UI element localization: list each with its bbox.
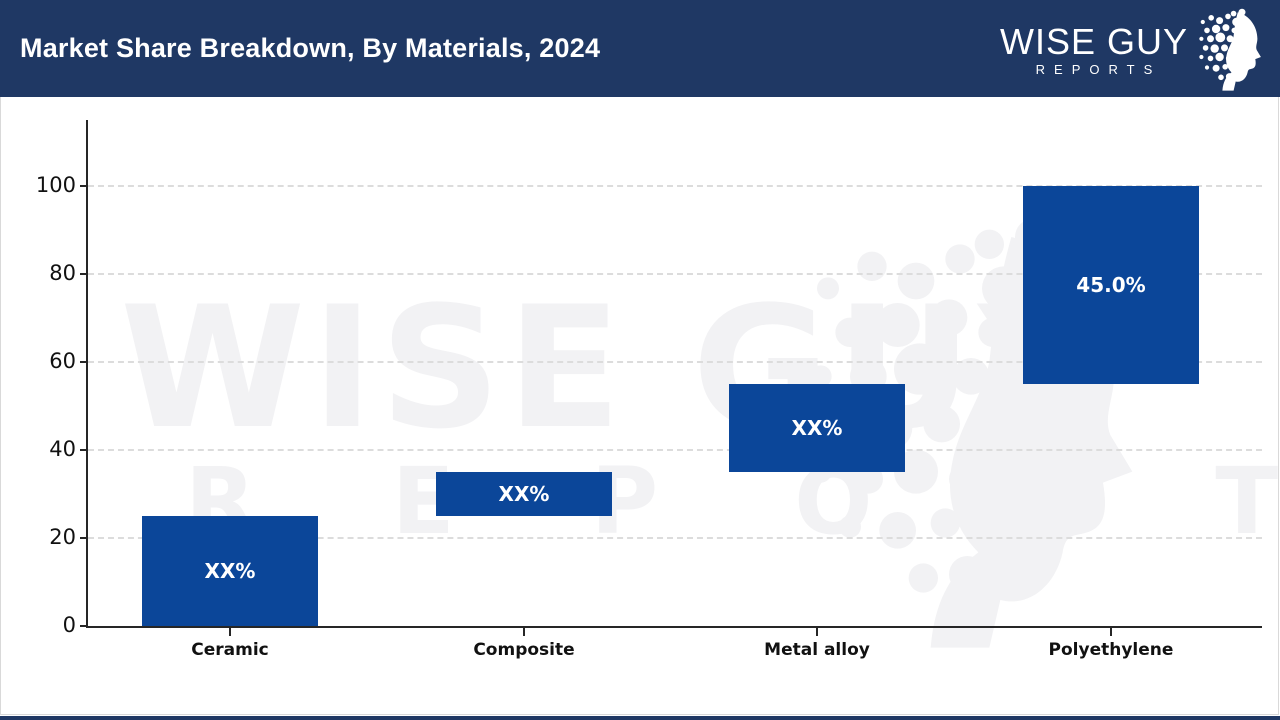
bar-composite: XX% (436, 472, 612, 516)
y-tick-label: 80 (49, 261, 76, 285)
x-axis-tick (229, 628, 231, 636)
gridline (88, 361, 1262, 363)
y-tick-label: 100 (35, 173, 76, 197)
bar-polyethylene: 45.0% (1023, 186, 1199, 384)
bar-value-label: 45.0% (1076, 273, 1146, 297)
y-axis-tick (80, 185, 88, 187)
y-axis-tick (80, 361, 88, 363)
y-axis-tick (80, 273, 88, 275)
x-tick-label: Metal alloy (764, 640, 870, 660)
gridline (88, 273, 1262, 275)
y-tick-label: 40 (49, 437, 76, 461)
y-axis-tick (80, 537, 88, 539)
x-axis-tick (816, 628, 818, 636)
x-tick-label: Ceramic (191, 640, 269, 660)
bar-value-label: XX% (204, 559, 256, 583)
y-tick-label: 60 (49, 349, 76, 373)
gridline (88, 185, 1262, 187)
bar-ceramic: XX% (142, 516, 318, 626)
figure-border (0, 97, 1279, 715)
logo-reports-text: REPORTS (1035, 62, 1162, 78)
y-axis-tick (80, 449, 88, 451)
wiseguy-face-icon (1192, 8, 1264, 92)
bar-value-label: XX% (791, 416, 843, 440)
wiseguy-logo: WISE GUY REPORTS (1000, 8, 1264, 92)
gridline (88, 537, 1262, 539)
y-tick-label: 0 (62, 613, 76, 637)
bar-metal-alloy: XX% (729, 384, 905, 472)
footer-bar (0, 716, 1280, 720)
header: Market Share Breakdown, By Materials, 20… (0, 0, 1280, 97)
gridline (88, 449, 1262, 451)
y-axis-line (86, 120, 88, 628)
x-axis-tick (1110, 628, 1112, 636)
x-axis-line (86, 626, 1262, 628)
x-axis-tick (523, 628, 525, 636)
x-tick-label: Polyethylene (1048, 640, 1174, 660)
page-title: Market Share Breakdown, By Materials, 20… (20, 33, 601, 63)
chart-area: 0 20 40 60 80 100 XX% Ceramic XX% Composite XX% Met… (0, 97, 1280, 720)
y-tick-label: 20 (49, 525, 76, 549)
x-tick-label: Composite (473, 640, 575, 660)
logo-wiseguy-text: WISE GUY (999, 20, 1188, 62)
bar-value-label: XX% (498, 482, 550, 506)
y-axis-tick (80, 625, 88, 627)
